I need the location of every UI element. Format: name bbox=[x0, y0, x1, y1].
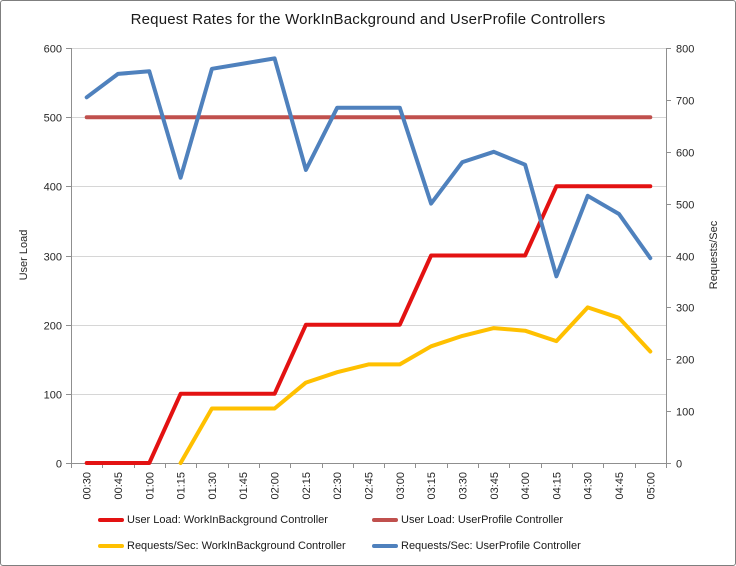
y-tick-label-right: 100 bbox=[676, 407, 694, 419]
legend-item-userload-userprofile: User Load: UserProfile Controller bbox=[372, 509, 581, 531]
legend-item-userload-workinbackground: User Load: WorkInBackground Controller bbox=[98, 509, 372, 531]
legend-label: User Load: WorkInBackground Controller bbox=[127, 514, 328, 526]
chart-title: Request Rates for the WorkInBackground a… bbox=[130, 11, 606, 28]
x-tick-label: 03:00 bbox=[395, 472, 407, 500]
y-tick-label-left: 300 bbox=[44, 252, 62, 264]
legend-item-requests-userprofile: Requests/Sec: UserProfile Controller bbox=[372, 535, 581, 557]
y-tick-label-right: 400 bbox=[676, 252, 694, 264]
x-tick-label: 01:00 bbox=[144, 472, 156, 500]
legend-label: Requests/Sec: UserProfile Controller bbox=[401, 540, 581, 552]
series-line-3 bbox=[84, 56, 653, 279]
x-tick-label: 02:15 bbox=[301, 472, 313, 500]
legend-label: User Load: UserProfile Controller bbox=[401, 514, 564, 526]
x-tick-label: 03:45 bbox=[489, 472, 501, 500]
y-tick-label-right: 600 bbox=[676, 148, 694, 160]
x-tick-label: 01:15 bbox=[176, 472, 188, 500]
x-tick-label: 02:45 bbox=[364, 472, 376, 500]
y-tick-label-right: 500 bbox=[676, 200, 694, 212]
x-tick-label: 02:00 bbox=[270, 472, 282, 500]
legend: User Load: WorkInBackground Controller U… bbox=[98, 509, 581, 557]
legend-line-swatch-icon bbox=[98, 518, 124, 522]
legend-label: Requests/Sec: WorkInBackground Controlle… bbox=[127, 540, 346, 552]
x-tick-label: 00:30 bbox=[82, 472, 94, 500]
y-tick-label-left: 500 bbox=[44, 113, 62, 125]
legend-item-requests-workinbackground: Requests/Sec: WorkInBackground Controlle… bbox=[98, 535, 372, 557]
y-tick-label-left: 400 bbox=[44, 182, 62, 194]
x-tick-label: 04:00 bbox=[520, 472, 532, 500]
y-tick-label-right: 300 bbox=[676, 303, 694, 315]
x-tick-label: 02:30 bbox=[332, 472, 344, 500]
x-tick-label: 04:15 bbox=[551, 472, 563, 500]
y-tick-label-right: 800 bbox=[676, 44, 694, 56]
x-tick-label: 03:30 bbox=[457, 472, 469, 500]
x-tick-label: 05:00 bbox=[645, 472, 657, 500]
y-tick-label-right: 0 bbox=[676, 459, 682, 471]
x-tick-label: 01:45 bbox=[238, 472, 250, 500]
y-tick-label-right: 200 bbox=[676, 355, 694, 367]
x-tick-label: 03:15 bbox=[426, 472, 438, 500]
y-axis-title-left: User Load bbox=[18, 230, 30, 281]
y-tick-label-left: 600 bbox=[44, 44, 62, 56]
y-tick-label-left: 100 bbox=[44, 390, 62, 402]
legend-line-swatch-icon bbox=[98, 544, 124, 548]
y-tick-label-left: 200 bbox=[44, 321, 62, 333]
x-tick-label: 01:30 bbox=[207, 472, 219, 500]
legend-line-swatch-icon bbox=[372, 544, 398, 548]
x-tick-label: 00:45 bbox=[113, 472, 125, 500]
y-axis-title-right: Requests/Sec bbox=[708, 220, 720, 289]
x-tick-label: 04:30 bbox=[583, 472, 595, 500]
y-tick-label-left: 0 bbox=[56, 459, 62, 471]
series-line-0 bbox=[84, 184, 653, 465]
series-line-2 bbox=[178, 305, 653, 465]
legend-line-swatch-icon bbox=[372, 518, 398, 522]
y-tick-label-right: 700 bbox=[676, 96, 694, 108]
x-tick-label: 04:45 bbox=[614, 472, 626, 500]
